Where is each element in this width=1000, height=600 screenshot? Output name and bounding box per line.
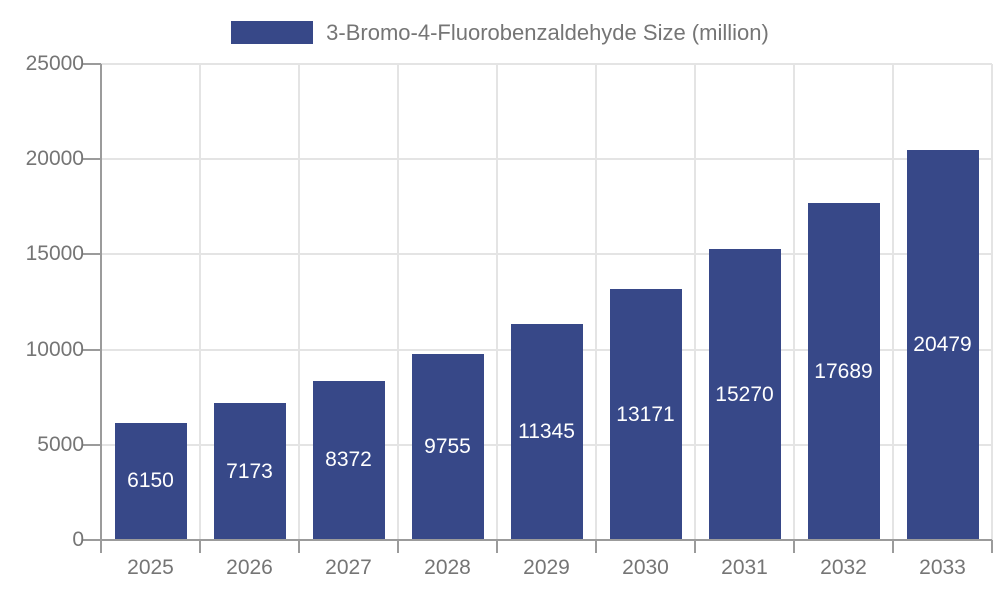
y-axis-tick-label: 10000	[25, 337, 84, 361]
x-axis-tick-label: 2032	[820, 556, 867, 579]
gridline-horizontal	[101, 158, 992, 161]
x-axis-tick	[793, 540, 795, 553]
x-axis-tick	[694, 540, 696, 553]
bar-2025[interactable]: 6150	[114, 422, 187, 540]
gridline-vertical	[595, 64, 597, 540]
y-axis-tick-label: 15000	[25, 242, 84, 266]
x-axis-tick-label: 2025	[127, 556, 174, 579]
y-axis-tick	[83, 253, 101, 256]
bar-value-label: 15270	[715, 382, 774, 406]
bar-2028[interactable]: 9755	[411, 354, 484, 540]
x-axis-tick-label: 2031	[721, 556, 768, 579]
y-axis-tick	[83, 158, 101, 161]
bar-value-label: 8372	[325, 448, 372, 472]
bar-value-label: 6150	[127, 469, 174, 493]
y-axis-tick-label: 25000	[25, 52, 84, 75]
bar-value-label: 13171	[616, 402, 675, 426]
bar-value-label: 11345	[518, 420, 575, 443]
legend-item[interactable]: 3-Bromo-4-Fluorobenzaldehyde Size (milli…	[0, 19, 1000, 46]
x-axis-tick-label: 2028	[424, 556, 471, 579]
gridline-vertical	[793, 64, 795, 540]
x-axis-tick-label: 2026	[226, 556, 273, 579]
gridline-vertical	[991, 64, 993, 540]
y-axis-tick	[83, 63, 101, 65]
plot-area: 6150 7173 8372 9755 11345 13171 15270 17689 2047…	[101, 63, 993, 540]
bar-value-label: 17689	[814, 359, 873, 383]
bar-2033[interactable]: 20479	[906, 150, 979, 540]
legend-label: 3-Bromo-4-Fluorobenzaldehyde Size (milli…	[326, 20, 769, 45]
x-axis-line	[83, 539, 992, 541]
x-axis-tick	[397, 540, 399, 553]
bar-2027[interactable]: 8372	[312, 380, 385, 540]
bar-2032[interactable]: 17689	[807, 203, 880, 540]
y-axis-tick	[83, 348, 101, 351]
gridline-vertical	[397, 64, 399, 540]
y-axis-tick	[83, 539, 101, 541]
x-axis-tick	[892, 540, 894, 553]
y-axis-tick-label: 5000	[37, 432, 84, 456]
bar-2029[interactable]: 11345	[510, 324, 583, 540]
gridline-vertical	[298, 64, 300, 540]
x-axis-tick-label: 2027	[325, 556, 372, 579]
x-axis-tick-label: 2030	[622, 556, 669, 579]
x-axis-tick-label: 2029	[523, 556, 570, 579]
y-axis-tick-label: 0	[72, 528, 84, 551]
y-axis-tick	[83, 443, 101, 446]
y-axis-line	[100, 64, 102, 542]
x-axis-tick-label: 2033	[919, 556, 966, 579]
gridline-horizontal	[101, 253, 992, 256]
bar-2031[interactable]: 15270	[708, 249, 781, 540]
gridline-vertical	[496, 64, 498, 540]
x-axis-tick	[991, 540, 993, 553]
bar-2026[interactable]: 7173	[213, 403, 286, 540]
bar-value-label: 20479	[913, 333, 972, 357]
gridline-vertical	[199, 64, 201, 540]
gridline-vertical	[694, 64, 696, 540]
x-axis-tick	[100, 540, 102, 553]
x-axis-tick	[496, 540, 498, 553]
x-axis-tick	[298, 540, 300, 553]
legend-swatch	[231, 21, 314, 44]
bar-value-label: 9755	[424, 435, 471, 459]
bar-value-label: 7173	[226, 459, 273, 483]
x-axis-tick	[595, 540, 597, 553]
x-axis-tick	[199, 540, 201, 553]
gridline-vertical	[892, 64, 894, 540]
y-axis-tick-label: 20000	[25, 147, 84, 171]
bar-2030[interactable]: 13171	[609, 289, 682, 540]
gridline-horizontal	[101, 63, 992, 65]
